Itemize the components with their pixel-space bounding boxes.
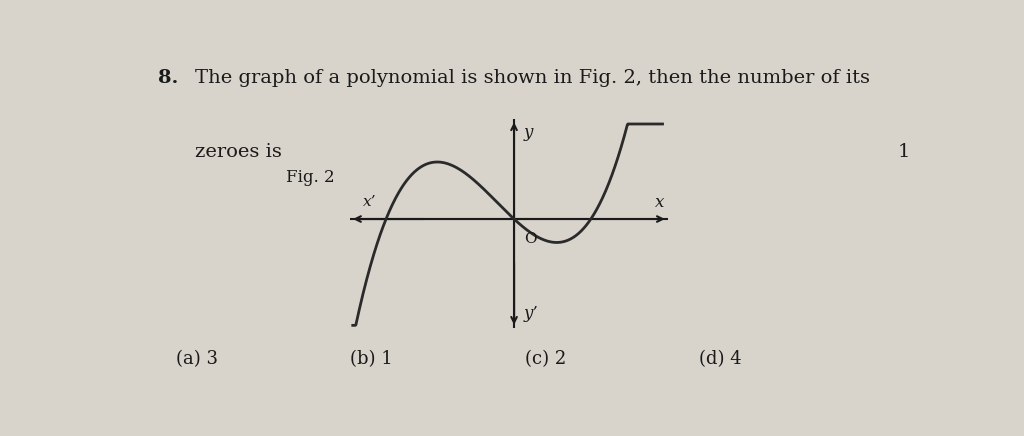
Text: Fig. 2: Fig. 2: [286, 169, 334, 186]
Text: 8.: 8.: [158, 69, 178, 87]
Text: zeroes is: zeroes is: [196, 143, 283, 161]
Text: (d) 4: (d) 4: [699, 350, 742, 368]
Text: 1: 1: [897, 143, 909, 161]
Text: The graph of a polynomial is shown in Fig. 2, then the number of its: The graph of a polynomial is shown in Fi…: [196, 69, 870, 87]
Text: (b) 1: (b) 1: [350, 350, 393, 368]
Text: (c) 2: (c) 2: [524, 350, 566, 368]
Text: (a) 3: (a) 3: [176, 350, 218, 368]
